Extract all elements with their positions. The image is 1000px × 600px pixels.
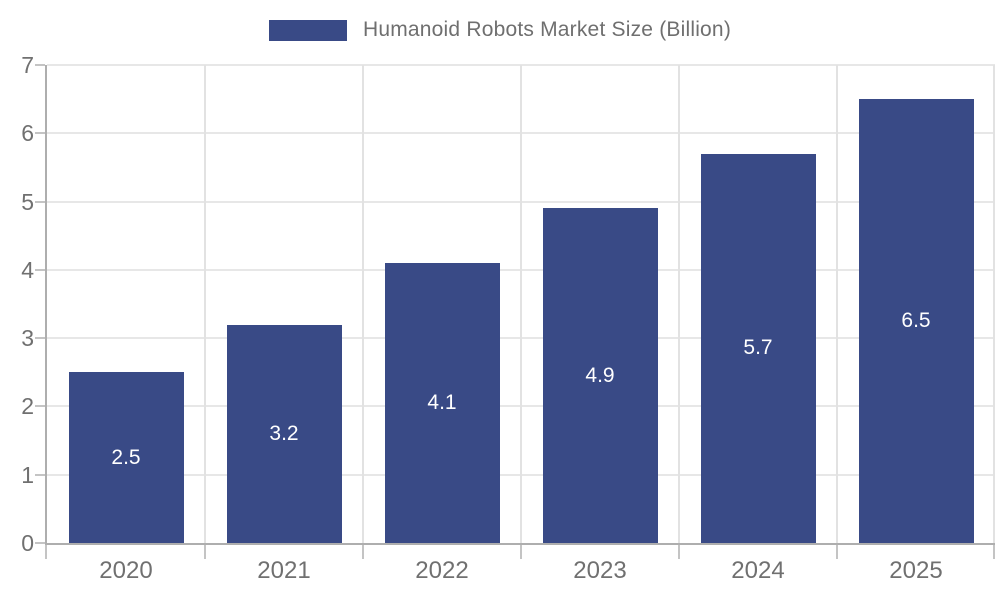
- x-axis-tick: [678, 545, 680, 559]
- bar-2025[interactable]: 6.5: [858, 99, 974, 543]
- x-axis-tick: [993, 545, 995, 559]
- x-axis-label-2022: 2022: [415, 557, 469, 584]
- bar-value-label: 5.7: [743, 336, 773, 360]
- bar-value-label: 3.2: [269, 421, 299, 445]
- x-axis-tick: [836, 545, 838, 559]
- legend-swatch-icon: [268, 19, 347, 41]
- x-axis-tick: [520, 545, 522, 559]
- x-gridline: [362, 65, 364, 543]
- x-gridline: [836, 65, 838, 543]
- y-axis-label: 0: [21, 530, 34, 556]
- bar-value-label: 4.1: [427, 391, 457, 415]
- y-axis-tick: [35, 268, 45, 271]
- bar-value-label: 4.9: [585, 363, 615, 387]
- x-axis-tick: [204, 545, 206, 559]
- bar-2020[interactable]: 2.5: [68, 372, 184, 543]
- x-axis-label-2025: 2025: [889, 557, 943, 584]
- y-axis-tick: [35, 542, 45, 544]
- x-gridline: [520, 65, 522, 543]
- y-axis-tick: [35, 405, 45, 408]
- plot-area: 0 1 2 3 4 5 6 7 2.5 3.2 4.1 4.9 5.7 6.5 2020 2021 2022 20…: [21, 52, 995, 584]
- bar-2023[interactable]: 4.9: [542, 208, 658, 543]
- x-axis-label-2021: 2021: [257, 557, 311, 584]
- y-axis-tick: [35, 473, 45, 476]
- bar-2021[interactable]: 3.2: [226, 324, 342, 543]
- bar-2024[interactable]: 5.7: [700, 153, 816, 543]
- y-axis-tick: [35, 132, 45, 135]
- y-axis-tick: [35, 337, 45, 340]
- legend-label: Humanoid Robots Market Size (Billion): [362, 18, 732, 41]
- x-gridline: [678, 65, 680, 543]
- bar-value-label: 6.5: [901, 309, 931, 333]
- y-axis-label: 4: [21, 256, 34, 283]
- x-axis-tick: [362, 545, 364, 559]
- y-axis-label: 5: [21, 188, 34, 215]
- bar-value-label: 2.5: [111, 445, 141, 469]
- y-axis-label: 6: [21, 120, 34, 147]
- legend: Humanoid Robots Market Size (Billion): [0, 18, 1000, 42]
- y-axis-label: 7: [21, 52, 34, 78]
- legend-item[interactable]: Humanoid Robots Market Size (Billion): [268, 18, 732, 42]
- x-axis-label-2023: 2023: [573, 557, 627, 584]
- y-axis-label: 1: [21, 461, 34, 488]
- x-axis-label-2024: 2024: [731, 557, 785, 584]
- x-gridline: [993, 65, 995, 543]
- y-axis-label: 3: [21, 325, 34, 352]
- y-axis-label: 2: [21, 393, 34, 420]
- x-axis-tick: [45, 545, 47, 559]
- y-axis-tick: [35, 200, 45, 203]
- y-axis-tick: [35, 64, 45, 66]
- x-gridline: [204, 65, 206, 543]
- x-axis-label-2020: 2020: [99, 557, 153, 584]
- bar-2022[interactable]: 4.1: [384, 263, 500, 543]
